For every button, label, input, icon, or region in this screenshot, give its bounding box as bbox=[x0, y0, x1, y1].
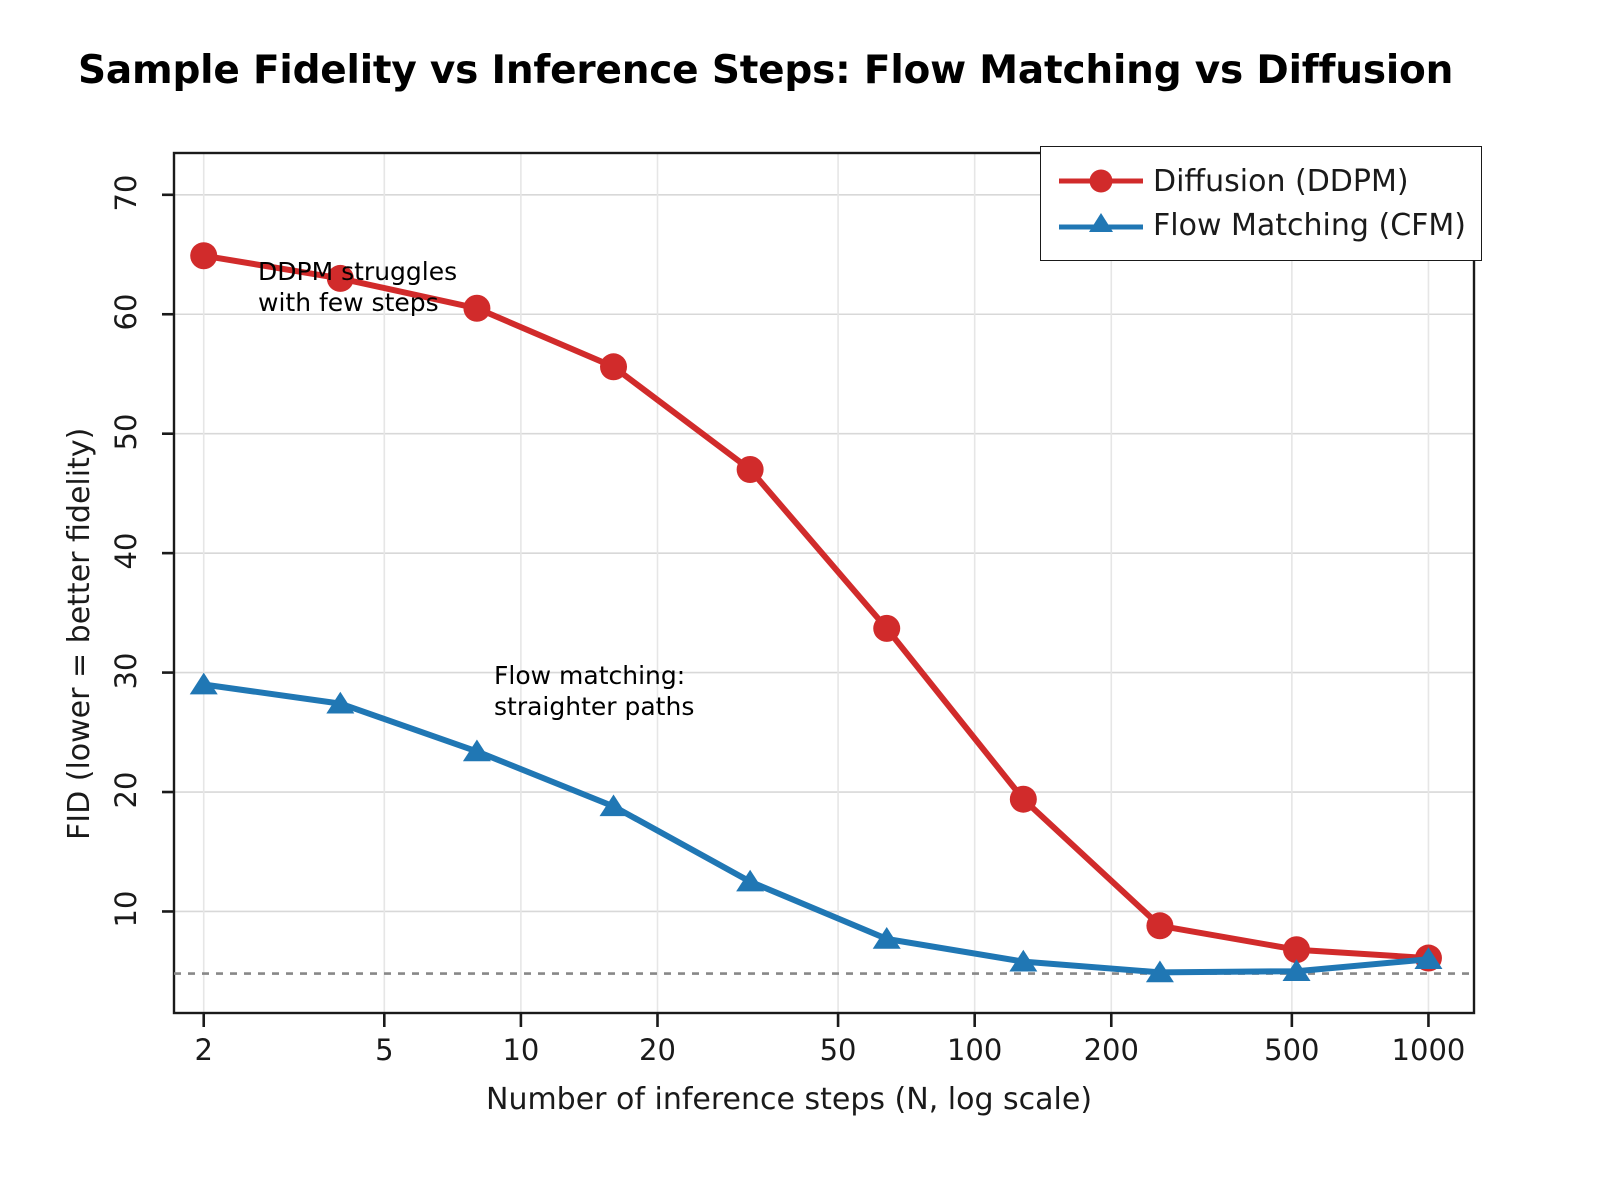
x-tick-label: 200 bbox=[1083, 1033, 1139, 1067]
y-tick-label: 20 bbox=[109, 771, 143, 809]
data-point bbox=[600, 353, 628, 381]
x-tick-label: 2 bbox=[194, 1033, 213, 1067]
legend-item-flow-matching: Flow Matching (CFM) bbox=[1055, 202, 1466, 248]
data-point bbox=[326, 264, 354, 292]
x-tick-label: 500 bbox=[1264, 1033, 1320, 1067]
y-tick-label: 50 bbox=[109, 413, 143, 451]
y-tick-label: 70 bbox=[109, 174, 143, 212]
x-tick-label: 50 bbox=[819, 1033, 857, 1067]
series-line-1 bbox=[200, 681, 1432, 976]
cfm-annotation: Flow matching: straighter paths bbox=[494, 661, 695, 722]
axis-ticks bbox=[162, 193, 1430, 1027]
data-point bbox=[1414, 947, 1443, 970]
legend-label-flow-matching: Flow Matching (CFM) bbox=[1153, 207, 1466, 243]
y-tick-label: 60 bbox=[109, 293, 143, 331]
legend: Diffusion (DDPM) Flow Matching (CFM) bbox=[1040, 146, 1482, 261]
y-tick-label: 40 bbox=[109, 532, 143, 570]
x-tick-label: 1000 bbox=[1391, 1033, 1466, 1067]
series-line-0 bbox=[200, 252, 1432, 962]
legend-marker-circle-icon bbox=[1059, 169, 1143, 193]
data-point bbox=[873, 614, 901, 642]
data-point bbox=[599, 794, 628, 817]
data-point bbox=[872, 927, 901, 949]
x-tick-label: 20 bbox=[639, 1033, 676, 1067]
data-series-group bbox=[189, 242, 1443, 983]
legend-marker-triangle-icon bbox=[1059, 213, 1143, 232]
data-point bbox=[326, 691, 355, 714]
data-point bbox=[463, 294, 491, 322]
data-point bbox=[1009, 949, 1038, 972]
data-point bbox=[736, 869, 765, 892]
data-point bbox=[1146, 912, 1174, 940]
y-tick-label: 10 bbox=[109, 891, 143, 928]
data-point bbox=[1282, 959, 1311, 981]
x-tick-label: 5 bbox=[375, 1033, 394, 1067]
x-tick-label: 100 bbox=[946, 1033, 1003, 1067]
legend-label-diffusion: Diffusion (DDPM) bbox=[1153, 163, 1409, 199]
data-point bbox=[190, 242, 218, 270]
chart-title: Sample Fidelity vs Inference Steps: Flow… bbox=[78, 48, 1454, 93]
data-point bbox=[462, 739, 491, 762]
data-point bbox=[1283, 936, 1311, 964]
ddpm-annotation: DDPM struggles with few steps bbox=[258, 257, 458, 318]
legend-item-diffusion: Diffusion (DDPM) bbox=[1055, 158, 1409, 204]
data-point bbox=[1145, 960, 1174, 983]
data-point bbox=[189, 672, 218, 695]
plot-frame bbox=[172, 151, 1476, 1015]
x-tick-label: 10 bbox=[502, 1033, 540, 1067]
data-point bbox=[1009, 785, 1037, 813]
y-tick-label: 30 bbox=[109, 652, 143, 690]
data-point bbox=[736, 456, 764, 484]
x-axis-label: Number of inference steps (N, log scale) bbox=[486, 1082, 1093, 1117]
